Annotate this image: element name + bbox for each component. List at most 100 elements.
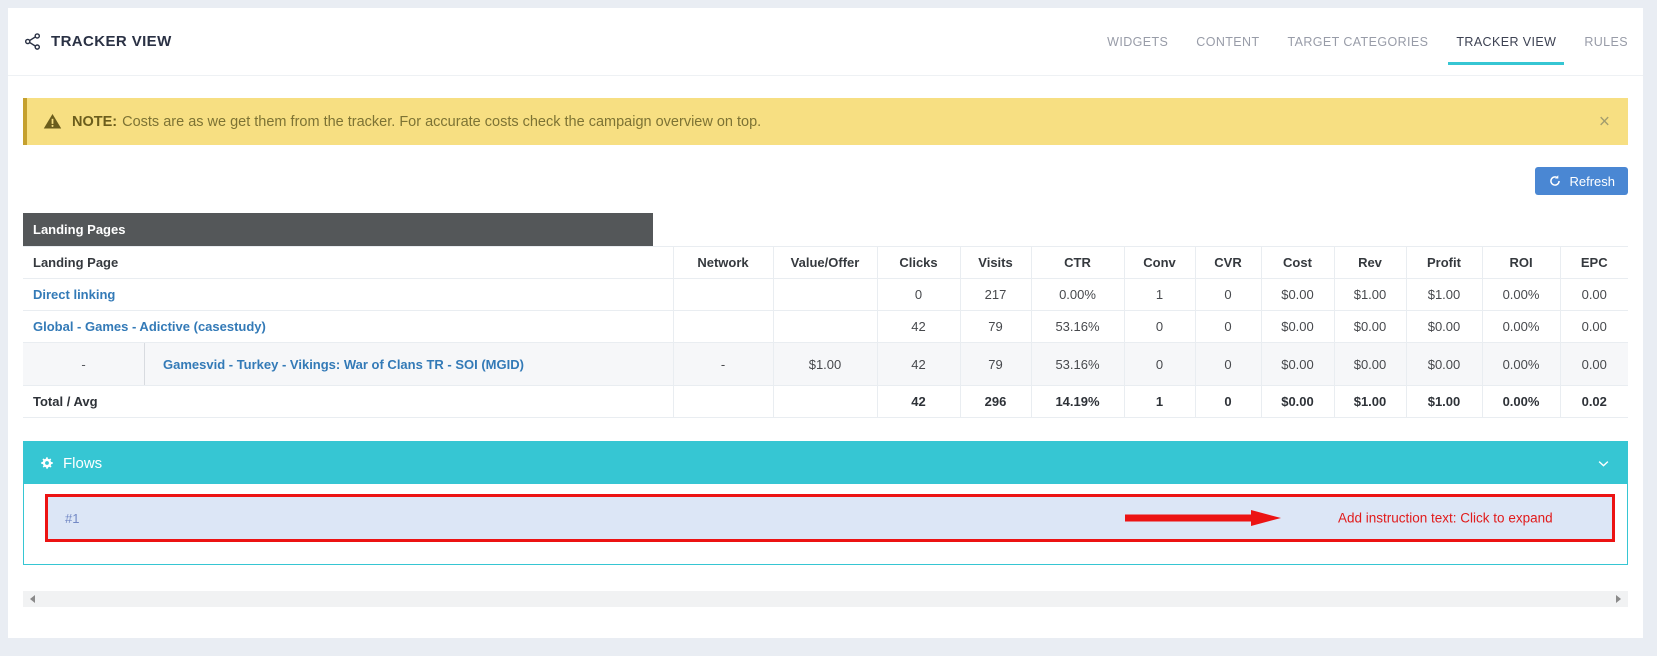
cell-visits: 79 [959,342,1032,386]
col-cost: Cost [1260,246,1335,279]
tab-bar: WIDGETS CONTENT TARGET CATEGORIES TRACKE… [1107,8,1628,75]
flows-header[interactable]: Flows [24,442,1627,484]
col-epc: EPC [1559,246,1628,279]
chevron-down-icon[interactable] [1596,456,1611,471]
warning-icon [43,112,62,131]
col-profit: Profit [1405,246,1483,279]
scroll-right-icon[interactable] [1616,595,1621,603]
cell-conv: 1 [1123,278,1196,311]
table-row-child: - Gamesvid - Turkey - Vikings: War of Cl… [23,342,1628,386]
cell-cost: $0.00 [1260,342,1335,386]
note-text: Costs are as we get them from the tracke… [122,113,762,130]
toolbar: Refresh [23,167,1628,195]
landing-pages-caption: Landing Pages [23,213,653,246]
cell-clicks: 42 [876,385,961,418]
scroll-left-icon[interactable] [30,595,35,603]
cell-epc: 0.02 [1559,385,1628,418]
cell-rev: $0.00 [1333,310,1407,343]
cell-cost: $0.00 [1260,278,1335,311]
cell-network [672,310,774,343]
annotation-text: Add instruction text: Click to expand [1338,510,1553,526]
col-landing-page: Landing Page [23,246,674,279]
cell-network: - [672,342,774,386]
cell-profit: $0.00 [1405,310,1483,343]
table-row: Direct linking 0 217 0.00% 1 0 $0.00 $1.… [23,278,1628,311]
landing-page-link[interactable]: Gamesvid - Turkey - Vikings: War of Clan… [163,356,524,372]
cell-profit: $0.00 [1405,342,1483,386]
table-header-row: Landing Page Network Value/Offer Clicks … [23,246,1628,279]
cell-cvr: 0 [1194,278,1262,311]
flow-row-1[interactable]: #1 [48,497,1612,539]
cell-visits: 79 [959,310,1032,343]
landing-page-link[interactable]: Global - Games - Adictive (casestudy) [33,319,266,334]
cell-ctr: 14.19% [1030,385,1125,418]
cell-roi: 0.00% [1481,342,1561,386]
tab-rules[interactable]: RULES [1584,34,1628,49]
gear-icon [40,456,54,470]
flow-row-label: #1 [65,510,80,526]
page-header: TRACKER VIEW WIDGETS CONTENT TARGET CATE… [8,8,1643,76]
col-value-offer: Value/Offer [772,246,878,279]
annotation-arrow-icon [1123,509,1283,527]
cell-conv: 1 [1123,385,1196,418]
cell-network [672,385,774,418]
cell-network [672,278,774,311]
cell-epc: 0.00 [1559,310,1628,343]
share-alt-icon [23,32,42,51]
cell-conv: 0 [1123,310,1196,343]
page-title: TRACKER VIEW [51,33,172,50]
landing-page-link[interactable]: Direct linking [33,287,116,302]
tab-content[interactable]: CONTENT [1196,34,1260,49]
cell-rev: $1.00 [1333,278,1407,311]
note-banner: NOTE: Costs are as we get them from the … [23,98,1628,145]
cell-value-offer [772,310,878,343]
close-icon[interactable]: × [1598,111,1610,132]
cell-cvr: 0 [1194,310,1262,343]
cell-epc: 0.00 [1559,342,1628,386]
cell-cvr: 0 [1194,385,1262,418]
cell-clicks: 0 [876,278,961,311]
flows-title: Flows [63,454,103,472]
cell-conv: 0 [1123,342,1196,386]
tab-tracker-view[interactable]: TRACKER VIEW [1448,29,1565,65]
col-conv: Conv [1123,246,1196,279]
cell-ctr: 53.16% [1030,342,1125,386]
cell-clicks: 42 [876,310,961,343]
col-cvr: CVR [1194,246,1262,279]
cell-visits: 296 [959,385,1032,418]
col-clicks: Clicks [876,246,961,279]
cell-epc: 0.00 [1559,278,1628,311]
cell-roi: 0.00% [1481,278,1561,311]
cell-profit: $1.00 [1405,278,1483,311]
col-visits: Visits [959,246,1032,279]
cell-profit: $1.00 [1405,385,1483,418]
main-card: TRACKER VIEW WIDGETS CONTENT TARGET CATE… [8,8,1643,638]
cell-value-offer [772,385,878,418]
flows-body: #1 Add instruction text: Click to expand [24,484,1627,564]
annotation-highlight-box: #1 Add instruction text: Click to expand [45,494,1615,542]
refresh-icon [1548,174,1562,188]
cell-cost: $0.00 [1260,385,1335,418]
title-wrap: TRACKER VIEW [23,32,172,51]
landing-pages-section: Landing Pages Landing Page Network Value… [23,213,1628,418]
cell-rev: $0.00 [1333,342,1407,386]
cell-value-offer: $1.00 [772,342,878,386]
cell-cost: $0.00 [1260,310,1335,343]
col-ctr: CTR [1030,246,1125,279]
tab-target-categories[interactable]: TARGET CATEGORIES [1287,34,1429,49]
cell-visits: 217 [959,278,1032,311]
cell-value-offer [772,278,878,311]
cell-roi: 0.00% [1481,310,1561,343]
cell-ctr: 53.16% [1030,310,1125,343]
total-label: Total / Avg [23,385,674,418]
col-rev: Rev [1333,246,1407,279]
col-network: Network [672,246,774,279]
cell-rev: $1.00 [1333,385,1407,418]
tab-widgets[interactable]: WIDGETS [1107,34,1169,49]
table-row: Global - Games - Adictive (casestudy) 42… [23,310,1628,343]
col-roi: ROI [1481,246,1561,279]
child-prefix-dash: - [23,343,145,385]
horizontal-scrollbar[interactable] [23,591,1628,607]
refresh-button[interactable]: Refresh [1535,167,1628,195]
refresh-button-label: Refresh [1569,173,1615,189]
